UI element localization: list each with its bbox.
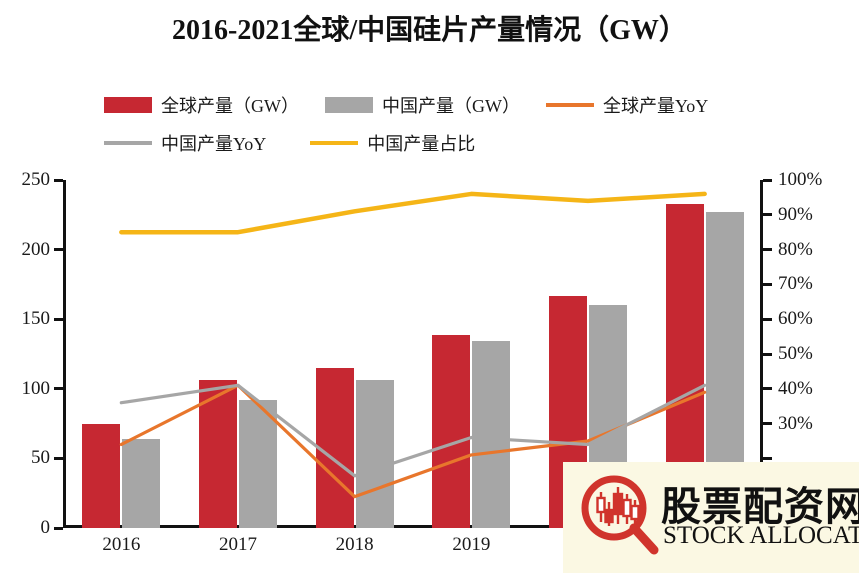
y-axis-left-tick-label: 100 <box>21 377 51 399</box>
y-axis-left-tick-label: 150 <box>21 308 51 330</box>
legend-label: 全球产量YoY <box>603 96 709 116</box>
bar-china-output <box>239 399 277 528</box>
x-axis-tick-label: 2017 <box>219 534 257 555</box>
legend-item-global-output[interactable]: 全球产量（GW） <box>104 92 299 118</box>
chart-legend: 全球产量（GW） 中国产量（GW） 全球产量YoY 中国产量YoY 中国产量占比 <box>104 90 804 158</box>
y-axis-left-tick-label: 50 <box>31 447 50 469</box>
y-axis-right-tick-label: 100% <box>778 169 823 190</box>
watermark-brand-en: STOCK ALLOCATION <box>663 522 859 549</box>
bar-global-output <box>315 367 354 528</box>
y-axis-right-tick-label: 70% <box>778 273 813 295</box>
magnifier-candlestick-icon <box>581 475 659 555</box>
y-axis-right-tick <box>763 387 772 391</box>
watermark: 股票配资网 STOCK ALLOCATION <box>563 462 859 573</box>
x-axis-labels: 2016 2017 2018 2019 <box>63 534 763 564</box>
line-series-group <box>119 191 707 499</box>
bar-global-output <box>199 380 237 528</box>
y-axis-right-tick <box>763 248 772 252</box>
legend-row-1: 全球产量（GW） 中国产量（GW） 全球产量YoY <box>104 90 804 120</box>
y-axis-left-tick-label: 200 <box>21 238 51 260</box>
y-axis-right-labels: 30% 40% 50% 60% 70% 80% 90% 100% <box>778 169 848 528</box>
y-axis-right-tick-label: 90% <box>778 203 813 225</box>
legend-label: 全球产量（GW） <box>161 96 299 116</box>
legend-item-china-output[interactable]: 中国产量（GW） <box>325 92 520 118</box>
bar-global-output <box>82 423 121 528</box>
y-axis-left-tick-label: 250 <box>21 169 51 190</box>
legend-swatch-line-icon <box>546 103 594 107</box>
y-axis-right-tick-label: 80% <box>778 238 813 260</box>
legend-label: 中国产量占比 <box>367 134 476 154</box>
legend-row-2: 中国产量YoY 中国产量占比 <box>104 128 804 158</box>
y-axis-right-tick-label: 40% <box>778 377 813 399</box>
axis-frame <box>63 180 763 528</box>
y-axis-right-tick <box>763 178 772 182</box>
bar-china-output <box>355 380 394 528</box>
y-axis-right-tick <box>763 422 772 426</box>
legend-swatch-line-icon <box>310 141 359 145</box>
legend-item-china-share[interactable]: 中国产量占比 <box>310 130 475 156</box>
y-axis-left-tick <box>54 387 63 391</box>
legend-swatch-box-icon <box>325 97 373 113</box>
watermark-brand-cn: 股票配资网 <box>661 484 859 530</box>
bar-china-output <box>472 341 511 528</box>
y-axis-left-tick <box>54 456 63 460</box>
y-axis-left-tick <box>54 248 63 252</box>
legend-item-global-yoy[interactable]: 全球产量YoY <box>546 92 708 118</box>
line-china-yoy <box>119 383 707 478</box>
y-axis-left-tick <box>54 526 63 530</box>
bar-global-output <box>432 334 471 528</box>
bar-china-output <box>122 438 161 528</box>
legend-swatch-line-icon <box>104 141 152 145</box>
x-axis-tick-label: 2019 <box>452 534 491 555</box>
legend-swatch-box-icon <box>104 97 152 113</box>
line-china-share <box>119 191 707 235</box>
y-axis-right-tick <box>763 213 772 217</box>
x-axis-tick-label: 2018 <box>335 534 374 555</box>
y-axis-left-tick <box>54 178 63 182</box>
y-axis-right-tick-label: 50% <box>778 343 813 364</box>
legend-label: 中国产量（GW） <box>382 96 520 116</box>
y-axis-right-tick <box>763 282 772 286</box>
legend-item-china-yoy[interactable]: 中国产量YoY <box>104 130 266 156</box>
y-axis-right-tick <box>763 352 772 356</box>
y-axis-right-tick <box>763 317 772 321</box>
legend-label: 中国产量YoY <box>161 134 267 154</box>
y-axis-left-tick <box>54 317 63 321</box>
y-axis-left-tick-label: 0 <box>40 517 51 538</box>
x-axis-tick-label: 2016 <box>102 534 141 555</box>
y-axis-right-tick <box>763 456 772 460</box>
chart-title: 2016-2021全球/中国硅片产量情况（GW） <box>172 15 687 46</box>
y-axis-right-tick-label: 30% <box>778 412 813 434</box>
y-axis-left-labels: 0 50 100 150 200 250 <box>0 169 51 538</box>
y-axis-right-tick-label: 60% <box>778 308 813 330</box>
